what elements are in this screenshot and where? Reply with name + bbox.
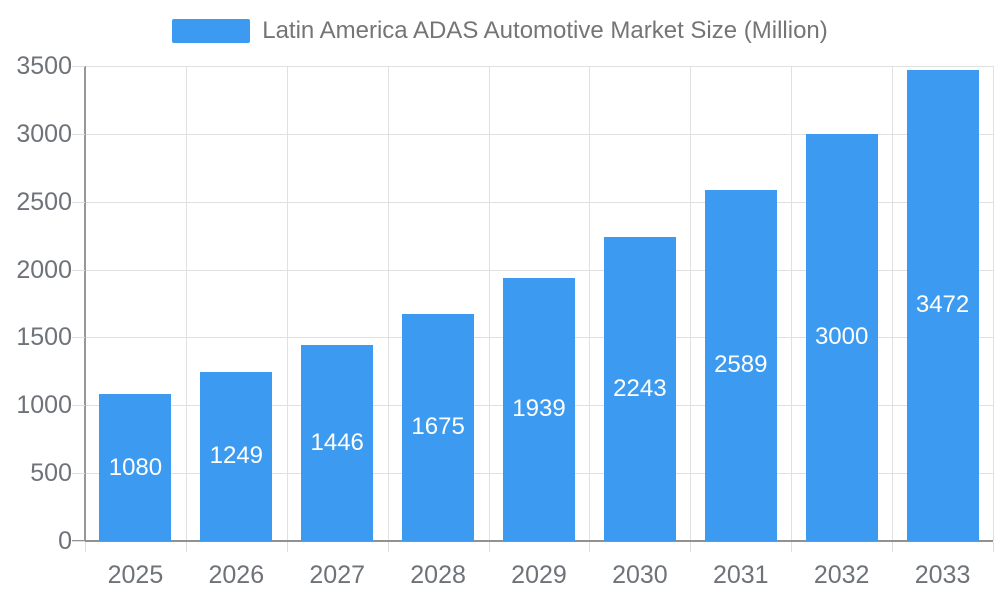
x-axis-tick: [589, 542, 591, 552]
bar[interactable]: [99, 394, 172, 541]
x-axis-tick-label: 2027: [309, 561, 366, 589]
x-axis-tick-label: 2032: [813, 561, 870, 589]
y-axis-tick-label: 1000: [16, 391, 72, 420]
x-axis-tick-label: 2033: [914, 561, 971, 589]
x-axis-line: [72, 540, 993, 542]
gridline: [690, 66, 692, 541]
gridline: [85, 133, 993, 135]
y-axis-tick-label: 0: [58, 527, 72, 555]
x-axis-tick-label: 2031: [712, 561, 769, 589]
gridline: [892, 66, 894, 541]
y-axis-tick: [72, 337, 85, 339]
bar-value-label: 3472: [915, 291, 970, 319]
gridline: [993, 66, 994, 541]
x-axis-tick-label: 2028: [410, 561, 466, 589]
bar[interactable]: [704, 189, 777, 541]
bar-value-label: 2589: [714, 351, 768, 379]
x-axis-tick: [892, 542, 894, 552]
bar[interactable]: [402, 313, 475, 541]
bar-value-label: 1675: [411, 413, 465, 441]
x-axis-tick-label: 2026: [208, 561, 265, 589]
y-axis-tick: [72, 269, 85, 271]
bar-value-label: 1249: [209, 442, 264, 470]
x-axis-tick: [85, 542, 86, 552]
gridline: [185, 66, 187, 541]
gridline: [589, 66, 591, 541]
x-axis-tick-label: 2029: [511, 561, 567, 589]
y-axis-tick-label: 1500: [16, 323, 72, 352]
x-axis-tick: [185, 542, 187, 552]
bar[interactable]: [603, 236, 676, 541]
x-axis-tick: [387, 542, 389, 552]
y-axis-tick-label: 2500: [16, 187, 72, 216]
bar[interactable]: [301, 344, 374, 541]
gridline: [85, 66, 993, 67]
y-axis-tick: [72, 201, 85, 203]
y-axis-tick: [72, 405, 85, 407]
x-axis-tick: [286, 542, 288, 552]
bar-value-label: 3000: [814, 323, 869, 351]
bar-value-label: 1939: [512, 395, 566, 423]
x-axis-tick: [488, 542, 490, 552]
bar[interactable]: [906, 69, 979, 541]
gridline: [286, 66, 288, 541]
y-axis-tick: [72, 133, 85, 135]
y-axis-tick: [72, 541, 85, 542]
x-axis-tick: [993, 542, 994, 552]
x-axis-tick-label: 2030: [612, 561, 668, 589]
legend[interactable]: Latin America ADAS Automotive Market Siz…: [0, 17, 1000, 45]
gridline: [488, 66, 490, 541]
gridline: [85, 269, 993, 271]
x-axis-tick: [690, 542, 692, 552]
legend-series-label[interactable]: Latin America ADAS Automotive Market Siz…: [262, 17, 828, 44]
y-axis-line: [84, 66, 86, 541]
y-axis-tick: [72, 66, 85, 67]
bar[interactable]: [805, 133, 878, 541]
bar-value-label: 1446: [310, 428, 364, 456]
bar-value-label: 2243: [613, 374, 667, 402]
plot-area: 1080 1249 1446 1675 1939 2243 2589 3000 3472 0 50…: [16, 52, 994, 589]
bar-value-label: 1080: [108, 453, 163, 481]
bar[interactable]: [503, 277, 575, 541]
legend-swatch[interactable]: [172, 19, 251, 43]
bar[interactable]: [200, 371, 273, 541]
y-axis-tick-label: 500: [30, 459, 72, 488]
y-axis-tick-label: 2000: [16, 255, 72, 284]
x-axis-tick: [791, 542, 793, 552]
gridline: [387, 66, 389, 541]
y-axis-tick-label: 3500: [16, 52, 72, 80]
y-axis-tick: [72, 473, 85, 475]
y-axis-tick-label: 3000: [16, 119, 72, 148]
x-axis-tick-label: 2025: [107, 561, 164, 589]
gridline: [791, 66, 793, 541]
gridline: [85, 201, 993, 203]
